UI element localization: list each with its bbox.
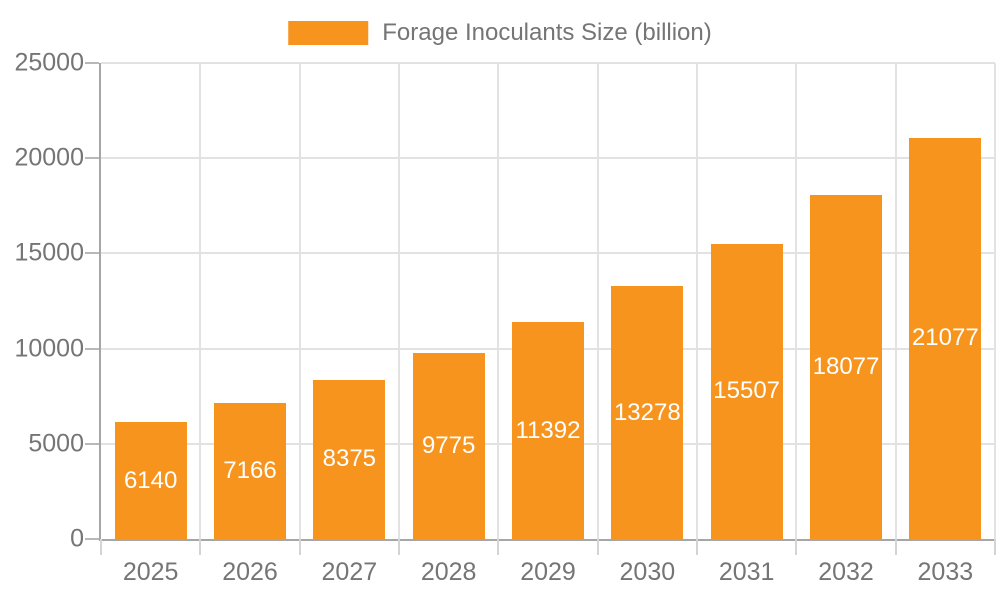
x-tick bbox=[596, 539, 599, 555]
bar-2032[interactable]: 18077 bbox=[810, 194, 882, 539]
bar-value-label: 9775 bbox=[421, 431, 476, 459]
gridline-vertical bbox=[298, 63, 301, 539]
x-tick bbox=[795, 539, 798, 555]
x-axis-label-2030: 2030 bbox=[619, 558, 676, 586]
bar-value-label: 6140 bbox=[123, 466, 178, 494]
x-tick bbox=[199, 539, 202, 555]
bar-2028[interactable]: 9775 bbox=[412, 352, 485, 539]
bar-2026[interactable]: 7166 bbox=[214, 402, 286, 539]
bar-value-label: 15507 bbox=[713, 377, 781, 405]
x-tick bbox=[696, 539, 698, 555]
x-axis-line bbox=[99, 539, 995, 541]
gridline-vertical bbox=[398, 63, 400, 539]
x-tick bbox=[298, 539, 301, 555]
x-axis-label-2025: 2025 bbox=[122, 558, 179, 586]
gridline-horizontal bbox=[101, 157, 995, 160]
x-axis-label-2033: 2033 bbox=[917, 558, 974, 586]
bar-value-label: 7166 bbox=[223, 456, 277, 484]
y-axis-line bbox=[99, 63, 101, 539]
gridline-vertical bbox=[199, 63, 202, 539]
bar-2027[interactable]: 8375 bbox=[313, 379, 386, 539]
bar-2030[interactable]: 13278 bbox=[611, 286, 684, 539]
x-axis-label-2032: 2032 bbox=[818, 558, 874, 586]
y-axis-label: 0 bbox=[70, 524, 84, 553]
x-axis-label-2028: 2028 bbox=[420, 558, 477, 586]
x-tick bbox=[994, 539, 996, 555]
x-axis-label-2027: 2027 bbox=[321, 558, 378, 586]
bar-value-label: 11392 bbox=[515, 416, 581, 444]
y-tick bbox=[85, 157, 99, 160]
bar-2033[interactable]: 21077 bbox=[909, 137, 982, 539]
bar-2031[interactable]: 15507 bbox=[710, 243, 783, 539]
y-axis-label: 20000 bbox=[14, 143, 84, 172]
x-axis-label-2026: 2026 bbox=[222, 558, 278, 586]
gridline-vertical bbox=[795, 63, 798, 539]
y-axis-label: 15000 bbox=[14, 238, 84, 267]
x-tick bbox=[894, 539, 897, 555]
y-tick bbox=[85, 252, 99, 255]
plot-area: 6140 7166 8375 9775 11392 13278 15507 18077 2107… bbox=[85, 62, 996, 555]
bar-2029[interactable]: 11392 bbox=[512, 322, 584, 539]
y-tick bbox=[85, 347, 99, 350]
x-axis-label-2031: 2031 bbox=[718, 558, 775, 586]
bar-2025[interactable]: 6140 bbox=[114, 422, 187, 539]
y-tick bbox=[85, 442, 99, 445]
bar-value-label: 18077 bbox=[812, 352, 880, 380]
gridline-vertical bbox=[497, 63, 500, 539]
gridline-horizontal bbox=[101, 252, 995, 255]
legend-swatch bbox=[288, 21, 369, 45]
bar-value-label: 8375 bbox=[322, 445, 377, 473]
legend-label: Forage Inoculants Size (billion) bbox=[382, 19, 712, 46]
y-tick bbox=[85, 62, 99, 64]
gridline-vertical bbox=[994, 63, 996, 539]
x-tick bbox=[497, 539, 500, 555]
gridline-vertical bbox=[596, 63, 599, 539]
y-axis-label: 25000 bbox=[14, 48, 84, 77]
gridline-horizontal bbox=[101, 62, 995, 64]
y-axis-label: 10000 bbox=[14, 334, 84, 363]
x-axis-label-2029: 2029 bbox=[520, 558, 576, 586]
y-axis-label: 5000 bbox=[28, 429, 84, 458]
y-tick bbox=[85, 538, 99, 540]
bar-value-label: 21077 bbox=[911, 324, 979, 352]
gridline-vertical bbox=[894, 63, 897, 539]
x-tick bbox=[398, 539, 400, 555]
bar-value-label: 13278 bbox=[613, 398, 681, 426]
chart-legend[interactable]: Forage Inoculants Size (billion) bbox=[288, 19, 712, 47]
gridline-vertical bbox=[696, 63, 698, 539]
x-tick bbox=[100, 539, 102, 555]
